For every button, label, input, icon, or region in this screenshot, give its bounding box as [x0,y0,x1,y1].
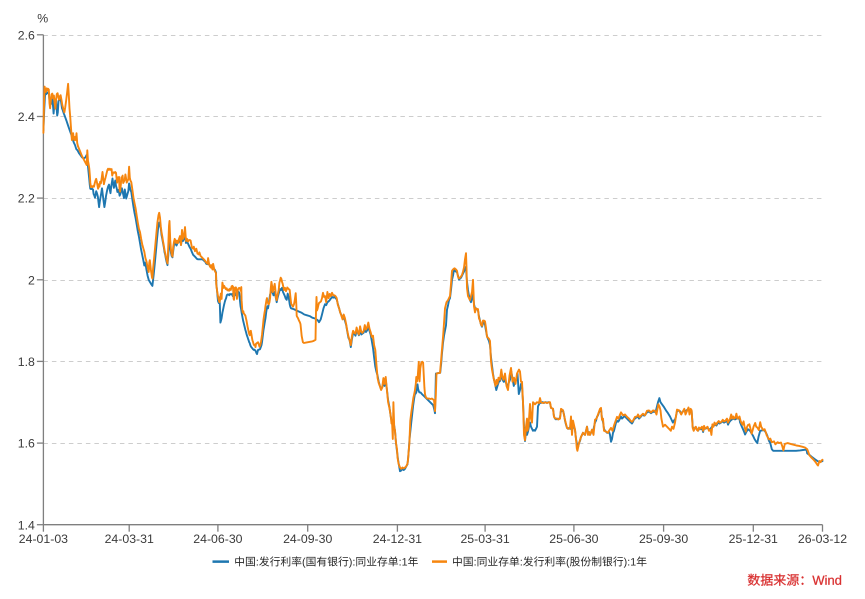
svg-text:24-01-03: 24-01-03 [19,532,68,546]
svg-text:2.4: 2.4 [18,110,35,124]
svg-text:2: 2 [28,273,35,287]
svg-text:24-06-30: 24-06-30 [193,532,242,546]
svg-text:24-03-31: 24-03-31 [105,532,154,546]
svg-text:1.8: 1.8 [18,355,35,369]
svg-text:26-03-12: 26-03-12 [798,532,847,546]
svg-text:25-06-30: 25-06-30 [549,532,598,546]
svg-text:25-03-31: 25-03-31 [460,532,509,546]
svg-text:24-09-30: 24-09-30 [283,532,332,546]
svg-text:2.2: 2.2 [18,192,35,206]
svg-text:1.4: 1.4 [18,518,35,532]
svg-text:25-09-30: 25-09-30 [639,532,688,546]
svg-text:2.6: 2.6 [18,28,35,42]
svg-text:1.6: 1.6 [18,437,35,451]
svg-text:25-12-31: 25-12-31 [729,532,778,546]
svg-text:%: % [37,12,48,26]
svg-text:24-12-31: 24-12-31 [373,532,422,546]
